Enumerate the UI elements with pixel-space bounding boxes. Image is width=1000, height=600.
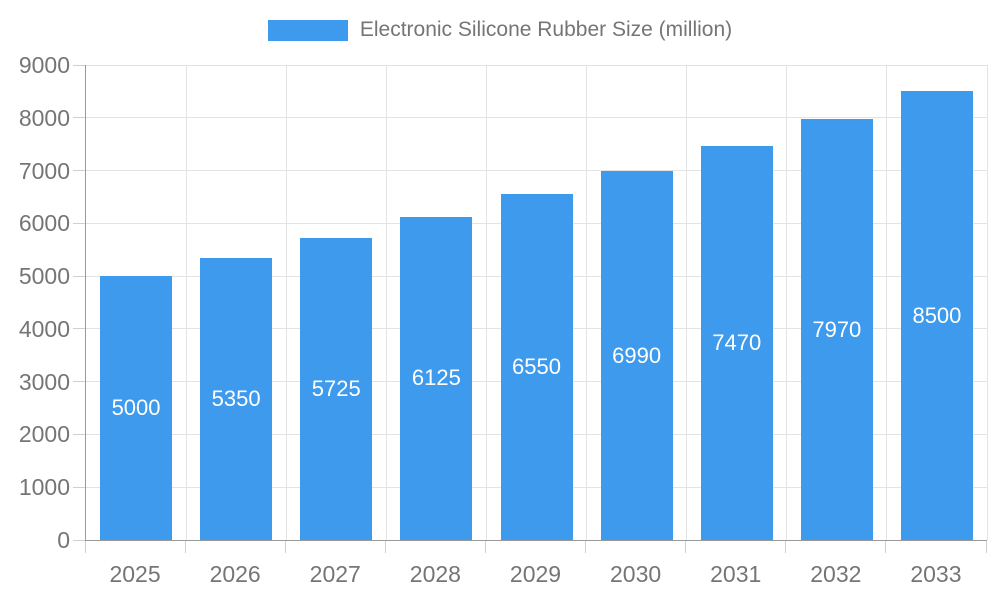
- gridline-vertical: [385, 65, 387, 540]
- x-axis-tick: [384, 541, 386, 553]
- y-axis-label: 5000: [18, 263, 70, 290]
- x-axis-tick: [685, 541, 687, 553]
- legend-swatch-icon: [267, 19, 348, 41]
- bar-2030: 6990: [600, 171, 673, 540]
- bar-value-label: 6990: [612, 342, 662, 368]
- gridline-vertical: [185, 65, 187, 540]
- bar-2026: 5350: [200, 257, 273, 540]
- x-axis-tick: [985, 541, 987, 553]
- y-axis-label: 0: [57, 527, 70, 553]
- gridline-horizontal: [86, 170, 987, 172]
- y-axis-tick: [73, 328, 85, 330]
- y-axis-label: 6000: [18, 210, 70, 237]
- bar-value-label: 5725: [311, 375, 361, 401]
- bar-value-label: 8500: [912, 302, 962, 328]
- gridline-vertical: [886, 65, 888, 540]
- x-axis-label: 2026: [209, 561, 261, 587]
- x-axis-label: 2027: [309, 561, 361, 587]
- y-axis-tick: [73, 170, 85, 172]
- x-axis-tick: [484, 541, 486, 553]
- x-axis-tick: [284, 541, 286, 553]
- bar-2029: 6550: [500, 194, 573, 540]
- y-axis-label: 2000: [18, 421, 70, 448]
- bar-2032: 7970: [800, 119, 873, 540]
- gridline-vertical: [686, 65, 688, 540]
- y-axis-tick: [73, 539, 85, 541]
- bar-2033: 8500: [900, 91, 973, 540]
- x-axis-label: 2033: [910, 561, 962, 587]
- bar-value-label: 5000: [111, 395, 161, 421]
- y-axis-label: 8000: [18, 104, 70, 131]
- y-axis-tick: [73, 222, 85, 224]
- bar-value-label: 5350: [211, 385, 261, 411]
- y-axis-label: 1000: [18, 474, 70, 501]
- gridline-horizontal: [86, 64, 987, 66]
- bar-value-label: 7970: [812, 316, 862, 342]
- bar-2025: 5000: [100, 276, 173, 540]
- y-axis-tick: [73, 275, 85, 277]
- y-axis-tick: [73, 64, 85, 66]
- legend-label: Electronic Silicone Rubber Size (million…: [359, 18, 733, 41]
- y-axis-label: 4000: [18, 315, 70, 342]
- x-axis-label: 2028: [409, 561, 461, 587]
- x-axis-tick: [184, 541, 186, 553]
- gridline-vertical: [285, 65, 287, 540]
- gridline-vertical: [786, 65, 788, 540]
- x-axis-label: 2032: [810, 561, 862, 587]
- x-axis-label: 2031: [710, 561, 762, 587]
- gridline-vertical: [586, 65, 588, 540]
- x-axis-label: 2025: [109, 561, 161, 587]
- bar-value-label: 6125: [411, 365, 461, 391]
- x-axis-label: 2030: [610, 561, 662, 587]
- bar-2031: 7470: [700, 145, 773, 540]
- y-axis-tick: [73, 433, 85, 435]
- x-axis-tick: [84, 541, 86, 553]
- y-axis-label: 3000: [18, 368, 70, 395]
- bar-2028: 6125: [400, 216, 473, 540]
- x-axis-tick: [585, 541, 587, 553]
- x-axis-tick: [785, 541, 787, 553]
- bar-value-label: 6550: [512, 354, 561, 380]
- x-axis-tick: [885, 541, 887, 553]
- y-axis-label: 7000: [18, 157, 70, 184]
- gridline-vertical: [485, 65, 487, 540]
- x-axis-label: 2029: [509, 561, 562, 587]
- y-axis-tick: [73, 381, 85, 383]
- gridline-vertical: [986, 65, 988, 540]
- y-axis-tick: [73, 117, 85, 119]
- y-axis-label: 9000: [18, 52, 70, 78]
- bar-2027: 5725: [300, 237, 373, 540]
- bar-value-label: 7470: [712, 329, 762, 355]
- gridline-horizontal: [86, 117, 987, 119]
- y-axis-tick: [73, 486, 85, 488]
- plot-area: 5000 5350 5725 6125 6550 6990 7470 7970 8500: [85, 64, 988, 541]
- legend[interactable]: Electronic Silicone Rubber Size (million…: [0, 18, 1000, 42]
